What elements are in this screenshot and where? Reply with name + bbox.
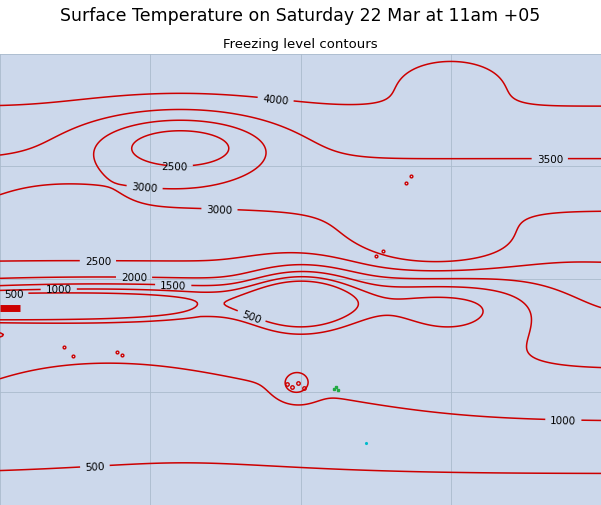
Text: 3000: 3000 bbox=[131, 182, 158, 194]
Text: 1500: 1500 bbox=[160, 280, 186, 291]
Text: Surface Temperature on Saturday 22 Mar at 11am +05: Surface Temperature on Saturday 22 Mar a… bbox=[60, 8, 541, 25]
Text: 500: 500 bbox=[4, 289, 23, 299]
Text: 3000: 3000 bbox=[206, 205, 233, 215]
Text: Freezing level contours: Freezing level contours bbox=[223, 38, 378, 51]
Text: 2000: 2000 bbox=[121, 273, 147, 283]
Text: 4000: 4000 bbox=[262, 93, 289, 106]
Text: 1000: 1000 bbox=[550, 415, 576, 425]
Text: 2500: 2500 bbox=[85, 256, 111, 266]
Text: 500: 500 bbox=[240, 309, 263, 325]
Text: 3500: 3500 bbox=[537, 155, 563, 164]
Text: 1000: 1000 bbox=[46, 284, 72, 295]
Text: 2500: 2500 bbox=[162, 162, 188, 172]
Text: 500: 500 bbox=[85, 461, 105, 472]
